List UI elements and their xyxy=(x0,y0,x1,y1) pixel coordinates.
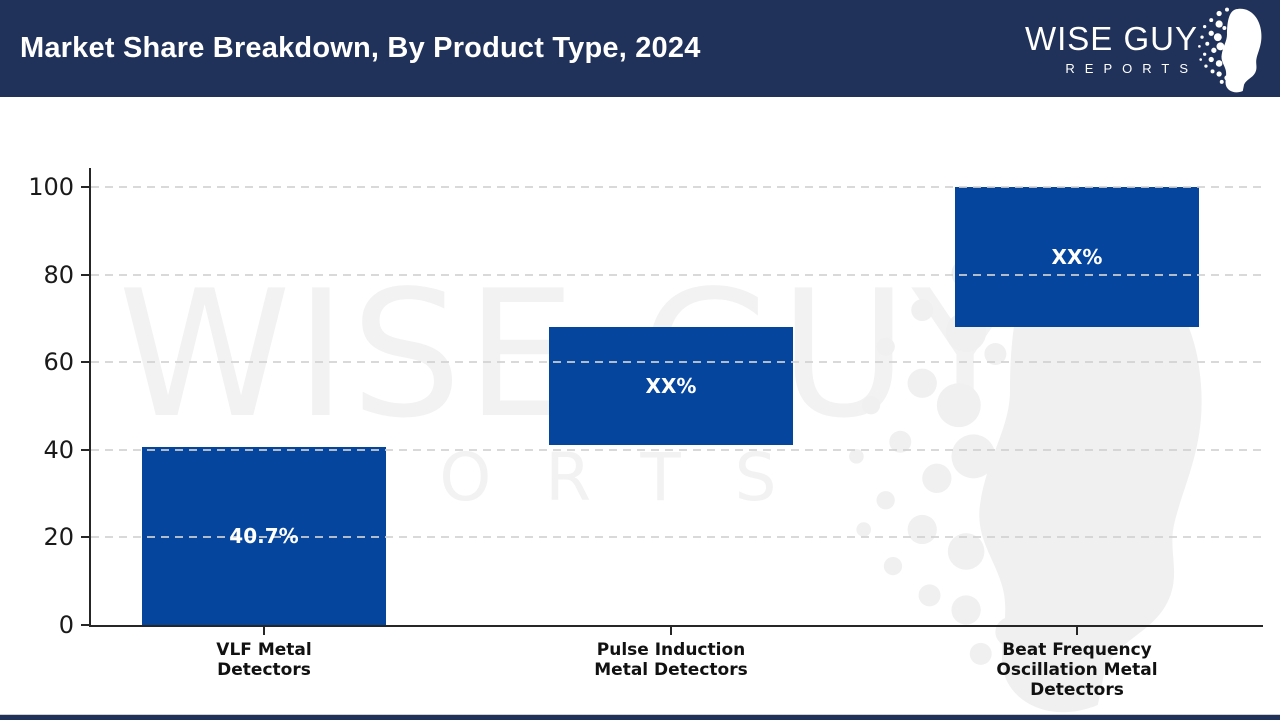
bar-segment-2 xyxy=(549,327,793,446)
y-tick-label-60: 60 xyxy=(43,348,74,377)
bar-value-label-3: XX% xyxy=(1051,245,1103,270)
wise-guy-logo: WISE GUY REPORTS xyxy=(1025,3,1270,95)
y-tick-40 xyxy=(81,448,89,451)
logo-subtext: REPORTS xyxy=(1065,61,1198,76)
x-tick-2 xyxy=(670,627,672,635)
gridline-40 xyxy=(91,448,1263,451)
y-tick-60 xyxy=(81,361,89,364)
y-tick-label-40: 40 xyxy=(43,435,74,464)
bar-segment-1 xyxy=(142,446,386,625)
bar-value-label-1: 40.7% xyxy=(229,523,299,548)
gridline-20 xyxy=(91,536,1263,539)
y-tick-label-20: 20 xyxy=(43,523,74,552)
page-title: Market Share Breakdown, By Product Type,… xyxy=(20,32,701,64)
footer-bar xyxy=(0,715,1280,720)
y-tick-80 xyxy=(81,273,89,276)
header-banner: Market Share Breakdown, By Product Type,… xyxy=(0,0,1280,97)
gridline-60 xyxy=(91,361,1263,364)
y-tick-100 xyxy=(81,186,89,188)
gridline-100 xyxy=(91,186,1263,188)
y-tick-0 xyxy=(81,624,89,626)
bar-value-label-2: XX% xyxy=(645,374,697,399)
category-label-2: Pulse Induction Metal Detectors xyxy=(594,640,748,680)
bar-segment-3 xyxy=(955,187,1199,328)
y-tick-label-0: 0 xyxy=(58,611,74,639)
y-tick-20 xyxy=(81,536,89,539)
x-tick-3 xyxy=(1076,627,1078,635)
gridline-80 xyxy=(91,273,1263,276)
logo-wordmark: WISE GUY xyxy=(1024,20,1198,57)
x-axis-line xyxy=(89,625,1263,627)
x-tick-1 xyxy=(263,627,265,635)
footer-divider xyxy=(0,714,1280,715)
y-tick-label-100: 100 xyxy=(28,173,74,201)
category-label-3: Beat Frequency Oscillation Metal Detectors xyxy=(996,640,1158,700)
y-axis-line xyxy=(89,168,91,627)
category-label-1: VLF Metal Detectors xyxy=(216,640,312,680)
y-tick-label-80: 80 xyxy=(43,260,74,289)
